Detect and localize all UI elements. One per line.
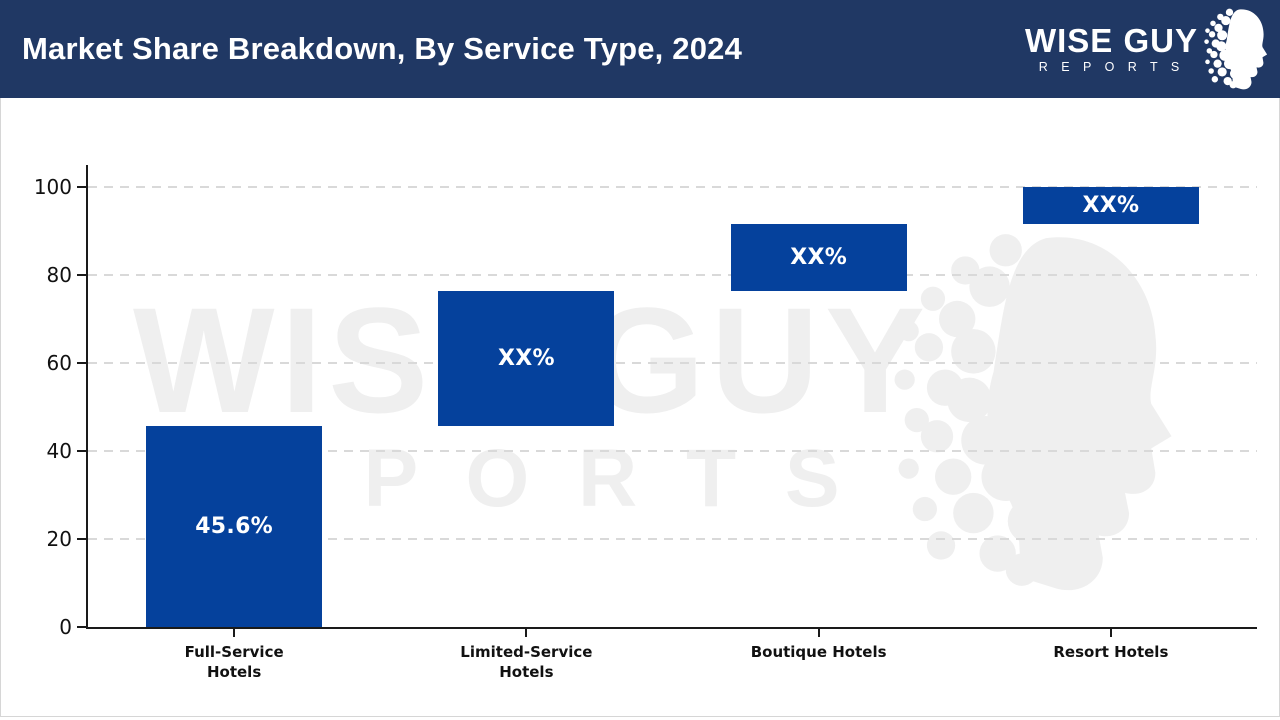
y-tick-label-20: 20 <box>46 527 72 551</box>
y-tick-label-80: 80 <box>46 263 72 287</box>
y-tick-100 <box>77 186 86 188</box>
brand-logo: WISE GUY R E P O R T S <box>1025 5 1268 93</box>
chart-title: Market Share Breakdown, By Service Type,… <box>22 31 743 66</box>
logo-wordmark: WISE GUY <box>1024 22 1198 59</box>
logo-subtext: R E P O R T S <box>1038 60 1185 74</box>
y-tick-80 <box>77 274 86 276</box>
y-tick-label-40: 40 <box>46 439 72 463</box>
x-tick-1 <box>233 629 236 637</box>
bar-2: XX% <box>438 290 615 427</box>
y-tick-label-100: 100 <box>33 175 72 199</box>
y-tick-40 <box>77 450 86 452</box>
y-tick-20 <box>77 538 86 540</box>
x-tick-4 <box>1109 629 1112 637</box>
y-tick-60 <box>77 362 86 364</box>
gridline-100 <box>88 186 1257 188</box>
y-tick-0 <box>77 626 86 628</box>
bar-4: XX% <box>1022 187 1199 224</box>
bar-1: 45.6% <box>146 426 323 627</box>
y-tick-label-0: 0 <box>59 615 72 639</box>
y-axis-line <box>86 165 88 629</box>
gridline-60 <box>88 362 1257 364</box>
x-tick-2 <box>525 629 528 637</box>
bar-value-label-2: XX% <box>497 346 555 372</box>
gridline-40 <box>88 450 1257 452</box>
logo-text: WISE GUY R E P O R T S <box>1025 24 1198 74</box>
y-tick-label-60: 60 <box>46 351 72 375</box>
x-category-label-3: Boutique Hotels <box>750 643 887 661</box>
x-axis-line <box>86 627 1257 629</box>
x-category-label-2: Limited-Service Hotels <box>460 643 593 681</box>
bar-value-label-4: XX% <box>1082 192 1140 218</box>
x-tick-3 <box>817 629 820 637</box>
x-category-label-1: Full-Service Hotels <box>184 643 284 681</box>
bar-3: XX% <box>730 223 907 291</box>
bar-value-label-3: XX% <box>790 244 848 270</box>
bar-value-label-1: 45.6% <box>195 514 274 540</box>
logo-face-icon <box>1204 8 1268 90</box>
header-bar: Market Share Breakdown, By Service Type,… <box>0 0 1280 98</box>
gridline-80 <box>88 274 1257 276</box>
x-category-label-4: Resort Hotels <box>1053 643 1169 661</box>
gridline-20 <box>88 538 1257 540</box>
